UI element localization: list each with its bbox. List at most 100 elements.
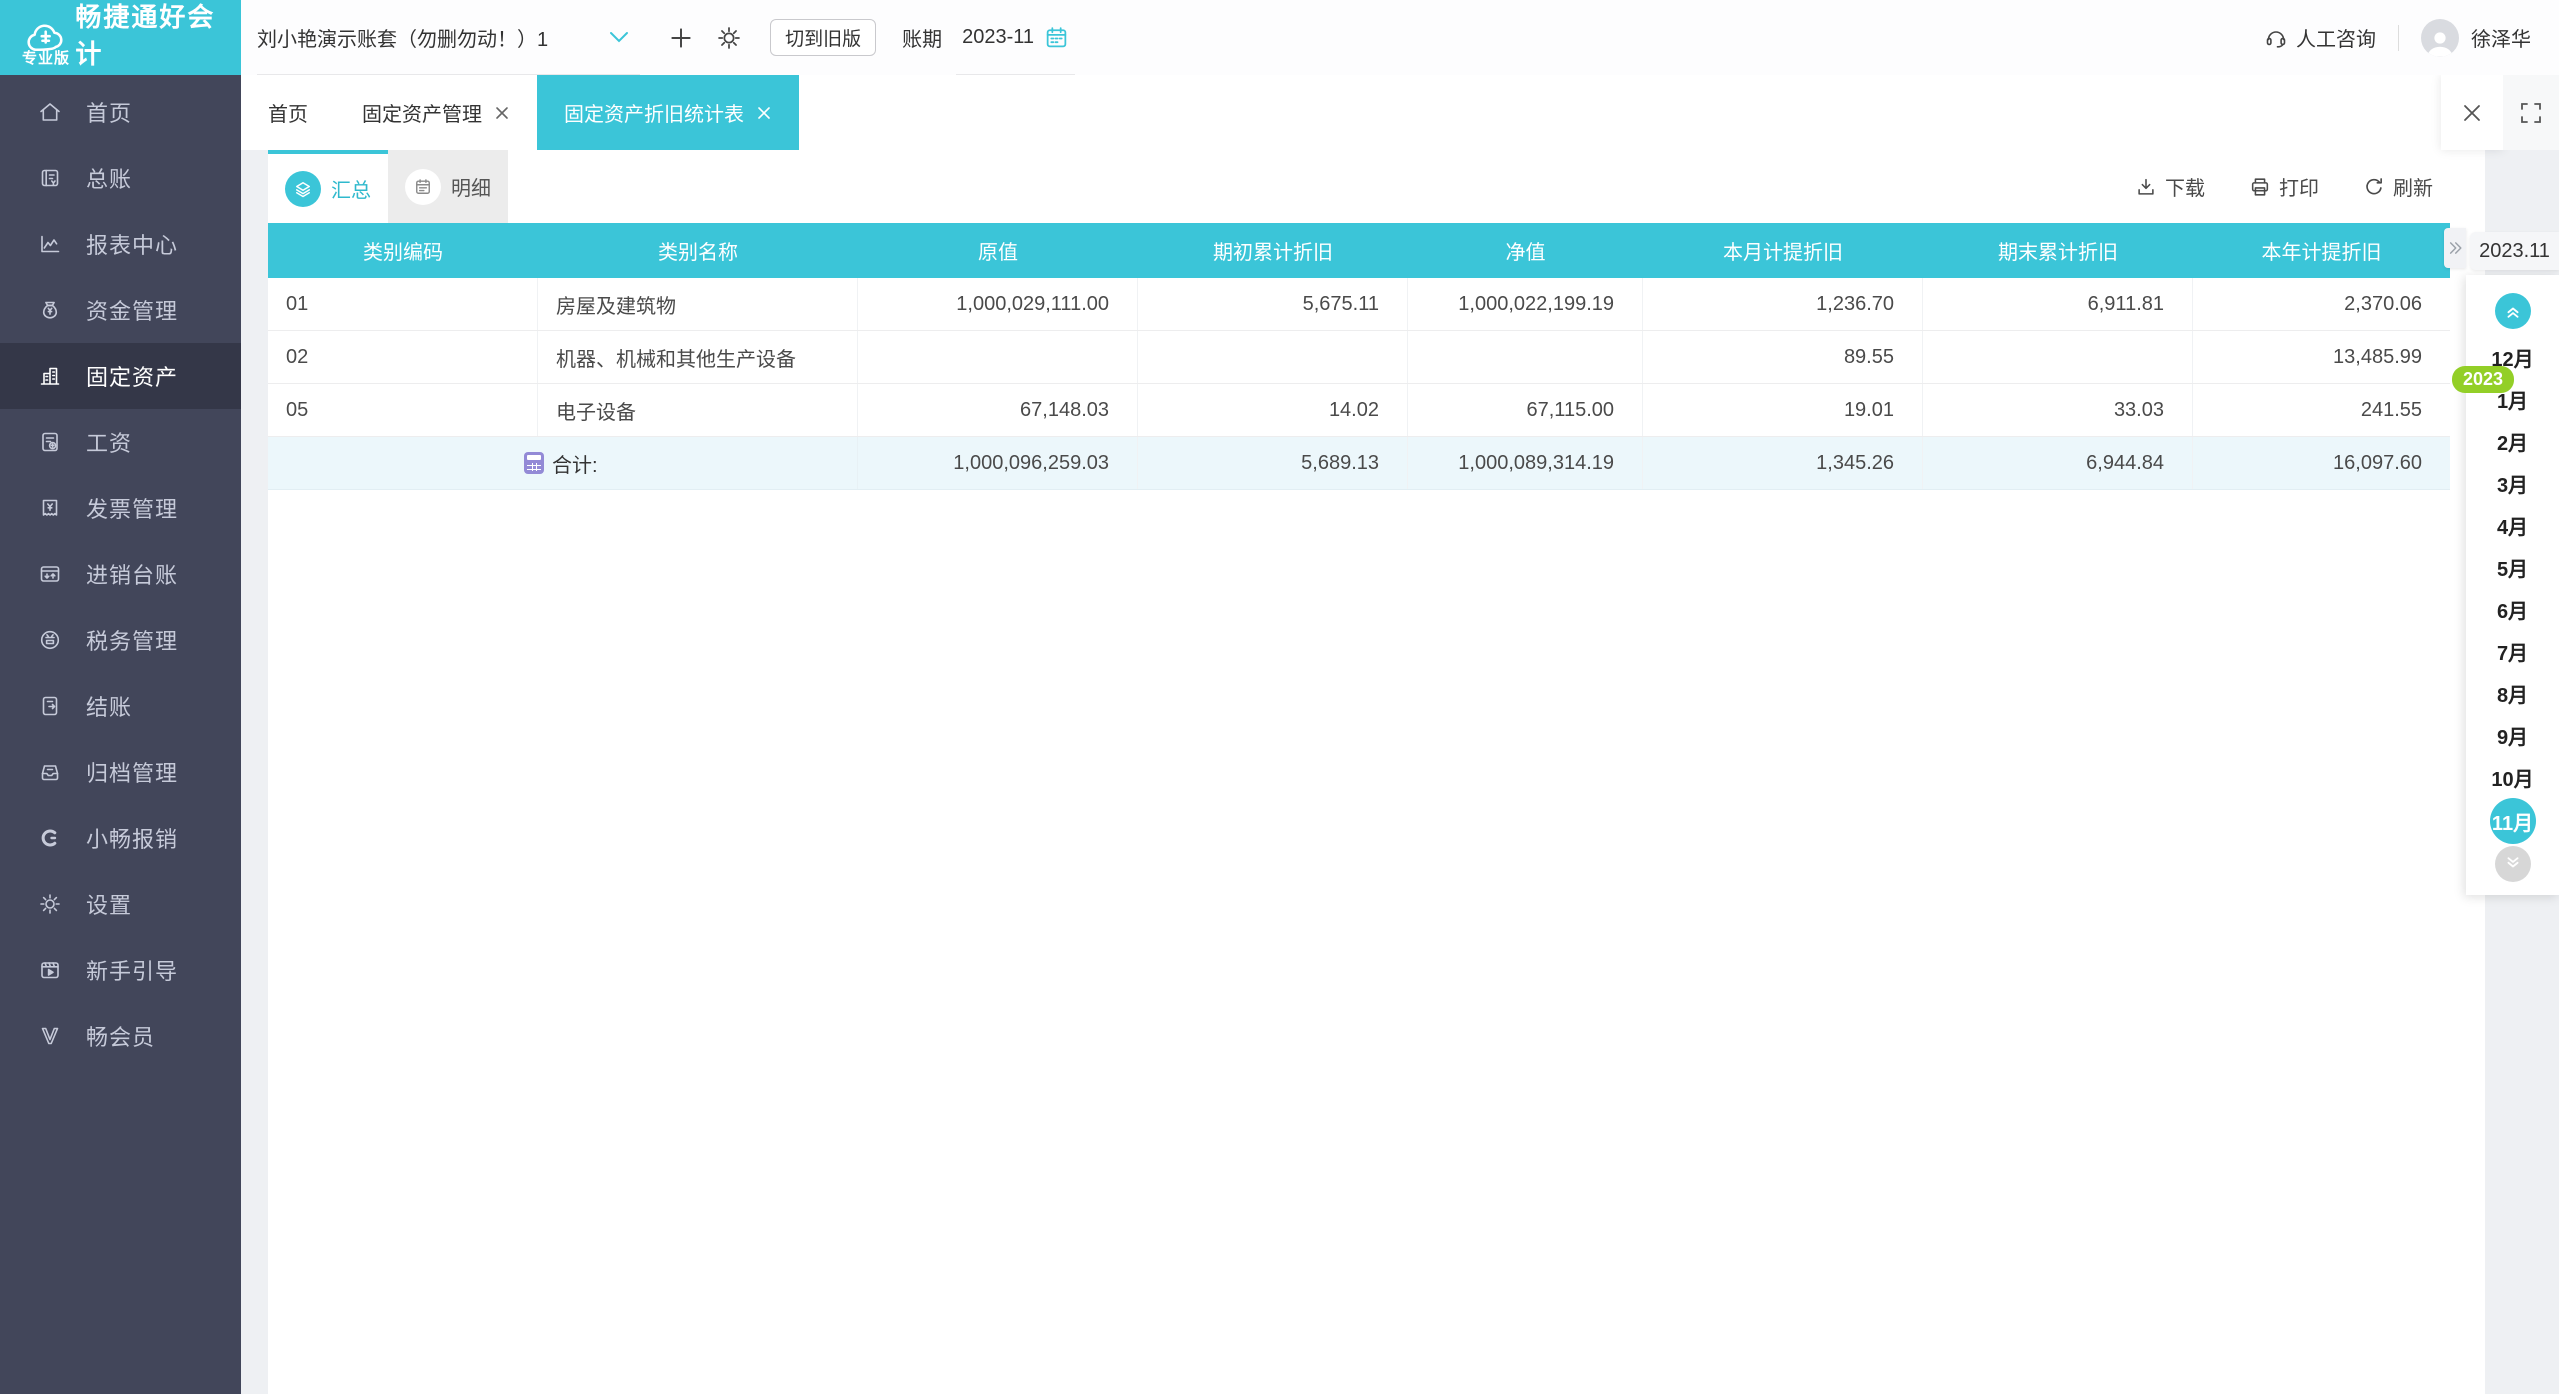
settings-gear-icon xyxy=(40,894,60,914)
view-tab-detail[interactable]: 明细 xyxy=(388,150,508,223)
month-item[interactable]: 1月 xyxy=(2496,390,2529,413)
salary-icon xyxy=(42,432,58,452)
logo-title: 畅捷通好会计 xyxy=(75,1,216,69)
period-selector[interactable]: 2023-11 xyxy=(956,1,1076,75)
calculator-icon xyxy=(524,452,544,474)
report-center-icon xyxy=(41,235,60,253)
month-item[interactable]: 8月 xyxy=(2496,684,2529,707)
double-chevron-right-icon xyxy=(2449,242,2462,254)
close-icon[interactable] xyxy=(756,105,772,121)
sidebar-item-member[interactable]: 畅会员 xyxy=(0,1003,241,1069)
toolbar-actions: 下载 打印 刷新 xyxy=(2091,150,2433,223)
purchase-sales-icon xyxy=(40,566,60,582)
divider xyxy=(2398,24,2399,51)
fullscreen-button[interactable] xyxy=(2503,75,2559,150)
table-row[interactable]: 02 机器、机械和其他生产设备 89.55 13,485.99 xyxy=(268,331,2450,384)
topbar-right: 人工咨询 徐泽华 xyxy=(2264,18,2559,57)
sidebar-item-fixed-assets[interactable]: 固定资产 xyxy=(0,343,241,409)
current-period-chip[interactable]: 2023.11 xyxy=(2470,232,2559,270)
period-label: 账期 xyxy=(902,29,943,51)
refresh-icon xyxy=(2366,177,2382,194)
double-chevron-down-icon xyxy=(2507,857,2518,868)
sidebar-item-purchase-sales[interactable]: 进销台账 xyxy=(0,541,241,607)
person-icon xyxy=(2427,31,2453,57)
collapse-date-panel-button[interactable] xyxy=(2444,228,2466,268)
sidebar-item-closing[interactable]: 结账 xyxy=(0,673,241,739)
sidebar: 首页 总账 报表中心 资金管理 固定资产 工资 发票管理 进销台账 xyxy=(0,75,241,1394)
month-item[interactable]: 5月 xyxy=(2496,558,2529,581)
app-logo: 畅捷通好会计 专业版 xyxy=(0,0,241,75)
view-tab-summary[interactable]: 汇总 xyxy=(268,150,388,223)
print-button[interactable]: 打印 xyxy=(2249,172,2319,201)
refresh-button[interactable]: 刷新 xyxy=(2363,172,2433,201)
sidebar-item-reimburse[interactable]: 小畅报销 xyxy=(0,805,241,871)
month-item[interactable]: 2月 xyxy=(2496,432,2529,455)
chevron-down-icon xyxy=(610,32,629,43)
print-icon xyxy=(2251,177,2269,196)
month-item[interactable]: 4月 xyxy=(2496,516,2529,539)
detail-list-icon xyxy=(405,168,441,205)
table-header: 类别编码 类别名称 原值 期初累计折旧 净值 本月计提折旧 期末累计折旧 本年计… xyxy=(268,223,2450,278)
sidebar-item-guide[interactable]: 新手引导 xyxy=(0,937,241,1003)
account-settings-button[interactable] xyxy=(716,25,742,51)
tab-fixed-asset-management[interactable]: 固定资产管理 xyxy=(335,75,537,150)
logo-subtitle: 专业版 xyxy=(22,50,71,67)
download-icon xyxy=(2138,178,2154,195)
sidebar-item-archive[interactable]: 归档管理 xyxy=(0,739,241,805)
switch-old-version-button[interactable]: 切到旧版 xyxy=(770,19,877,56)
month-item[interactable]: 10月 xyxy=(2491,768,2534,791)
archive-icon xyxy=(41,765,59,781)
sidebar-item-tax[interactable]: 税务管理 xyxy=(0,607,241,673)
double-chevron-up-icon xyxy=(2507,307,2518,318)
support-button[interactable]: 人工咨询 xyxy=(2264,23,2376,52)
total-label: 合计: xyxy=(552,454,598,477)
sidebar-item-funds[interactable]: 资金管理 xyxy=(0,277,241,343)
period-value: 2023-11 xyxy=(962,25,1035,48)
month-item[interactable]: 6月 xyxy=(2496,600,2529,623)
month-item-selected[interactable]: 11月 xyxy=(2489,798,2536,844)
gear-icon xyxy=(718,26,740,49)
close-icon[interactable] xyxy=(494,105,510,121)
home-icon xyxy=(40,103,60,121)
sidebar-item-settings[interactable]: 设置 xyxy=(0,871,241,937)
cloud-logo-icon xyxy=(27,23,63,51)
topbar: 畅捷通好会计 专业版 刘小艳演示账套（勿删勿动！）1 切到旧版 账期 2023-… xyxy=(0,0,2559,75)
close-all-tabs-button[interactable] xyxy=(2441,75,2503,150)
closing-icon xyxy=(42,696,58,716)
table-row[interactable]: 01 房屋及建筑物 1,000,029,111.00 5,675.11 1,00… xyxy=(268,278,2450,331)
sidebar-item-general-ledger[interactable]: 总账 xyxy=(0,145,241,211)
sidebar-item-home[interactable]: 首页 xyxy=(0,79,241,145)
scroll-up-button[interactable] xyxy=(2494,293,2531,329)
tab-home[interactable]: 首页 xyxy=(268,104,308,126)
download-button[interactable]: 下载 xyxy=(2135,172,2205,201)
tab-depreciation-statistics[interactable]: 固定资产折旧统计表 xyxy=(537,75,799,150)
scroll-down-button[interactable] xyxy=(2494,846,2531,882)
guide-icon xyxy=(41,962,59,979)
month-item[interactable]: 12月 xyxy=(2491,348,2534,371)
username: 徐泽华 xyxy=(2471,29,2531,51)
account-selector[interactable]: 刘小艳演示账套（勿删勿动！）1 xyxy=(257,1,641,75)
content-area: 汇总 明细 下载 打印 xyxy=(241,150,2559,1394)
sidebar-item-invoice[interactable]: 发票管理 xyxy=(0,475,241,541)
reimburse-icon xyxy=(41,829,57,847)
funds-icon xyxy=(42,301,58,319)
headset-icon xyxy=(2266,30,2286,48)
avatar[interactable] xyxy=(2421,18,2459,57)
report-panel: 汇总 明细 下载 打印 xyxy=(268,150,2485,1394)
invoice-icon xyxy=(42,499,58,516)
fullscreen-icon xyxy=(2521,102,2541,123)
tax-icon xyxy=(40,630,60,650)
add-account-button[interactable] xyxy=(668,25,694,51)
plus-icon xyxy=(671,27,691,48)
table-row[interactable]: 05 电子设备 67,148.03 14.02 67,115.00 19.01 … xyxy=(268,384,2450,437)
sidebar-item-salary[interactable]: 工资 xyxy=(0,409,241,475)
month-item[interactable]: 3月 xyxy=(2496,474,2529,497)
sidebar-item-report-center[interactable]: 报表中心 xyxy=(0,211,241,277)
ledger-icon xyxy=(41,169,59,187)
tab-bar: 首页 固定资产管理 固定资产折旧统计表 xyxy=(241,75,2559,150)
tabbar-controls xyxy=(2441,75,2559,150)
month-item[interactable]: 7月 xyxy=(2496,642,2529,665)
month-item[interactable]: 9月 xyxy=(2496,726,2529,749)
report-toolbar: 汇总 明细 下载 打印 xyxy=(268,150,2485,223)
